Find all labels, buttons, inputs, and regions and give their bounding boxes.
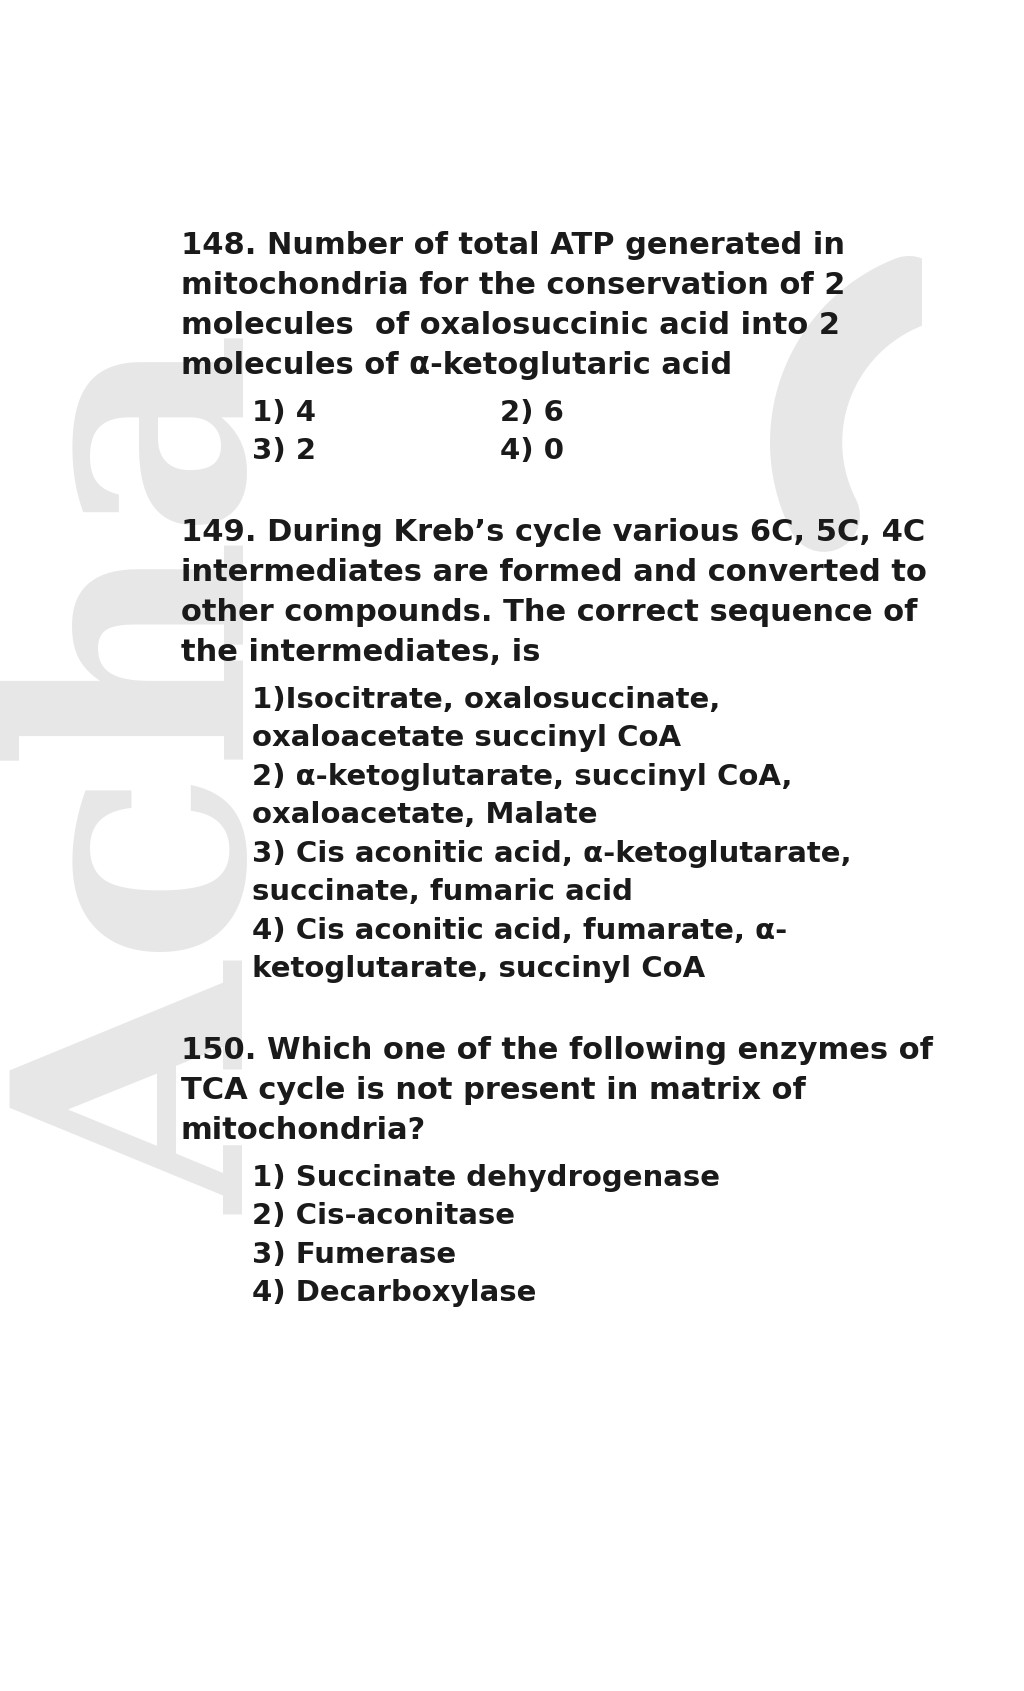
Text: 1) Succinate dehydrogenase: 1) Succinate dehydrogenase xyxy=(252,1163,720,1192)
Text: oxaloacetate succinyl CoA: oxaloacetate succinyl CoA xyxy=(252,724,681,752)
Text: oxaloacetate, Malate: oxaloacetate, Malate xyxy=(252,802,597,829)
Text: mitochondria for the conservation of 2: mitochondria for the conservation of 2 xyxy=(180,271,845,299)
Text: Acha: Acha xyxy=(3,333,311,1214)
Text: molecules of α-ketoglutaric acid: molecules of α-ketoglutaric acid xyxy=(180,350,732,380)
Text: 2) 6: 2) 6 xyxy=(500,399,564,426)
Text: 1)Isocitrate, oxalosuccinate,: 1)Isocitrate, oxalosuccinate, xyxy=(252,687,720,714)
Text: molecules  of oxalosuccinic acid into 2: molecules of oxalosuccinic acid into 2 xyxy=(180,311,840,340)
Text: ketoglutarate, succinyl CoA: ketoglutarate, succinyl CoA xyxy=(252,955,706,982)
Text: other compounds. The correct sequence of: other compounds. The correct sequence of xyxy=(180,599,918,627)
Text: succinate, fumaric acid: succinate, fumaric acid xyxy=(252,878,633,906)
Text: 3) Cis aconitic acid, α-ketoglutarate,: 3) Cis aconitic acid, α-ketoglutarate, xyxy=(252,840,852,867)
Text: intermediates are formed and converted to: intermediates are formed and converted t… xyxy=(180,558,927,587)
Text: TCA cycle is not present in matrix of: TCA cycle is not present in matrix of xyxy=(180,1075,806,1106)
Text: 148. Number of total ATP generated in: 148. Number of total ATP generated in xyxy=(180,230,845,260)
Text: the intermediates, is: the intermediates, is xyxy=(180,638,541,666)
Text: 2) Cis-aconitase: 2) Cis-aconitase xyxy=(252,1202,515,1231)
Text: 4) Cis aconitic acid, fumarate, α-: 4) Cis aconitic acid, fumarate, α- xyxy=(252,917,787,945)
Text: 2) α-ketoglutarate, succinyl CoA,: 2) α-ketoglutarate, succinyl CoA, xyxy=(252,763,793,791)
Text: 4) 0: 4) 0 xyxy=(500,436,564,465)
Text: mitochondria?: mitochondria? xyxy=(180,1116,426,1145)
Text: 150. Which one of the following enzymes of: 150. Which one of the following enzymes … xyxy=(180,1037,933,1065)
Text: 4) Decarboxylase: 4) Decarboxylase xyxy=(252,1280,537,1307)
Text: 1) 4: 1) 4 xyxy=(252,399,316,426)
Text: 3) Fumerase: 3) Fumerase xyxy=(252,1241,456,1268)
Text: 3) 2: 3) 2 xyxy=(252,436,316,465)
Text: 149. During Kreb’s cycle various 6C, 5C, 4C: 149. During Kreb’s cycle various 6C, 5C,… xyxy=(180,517,925,546)
